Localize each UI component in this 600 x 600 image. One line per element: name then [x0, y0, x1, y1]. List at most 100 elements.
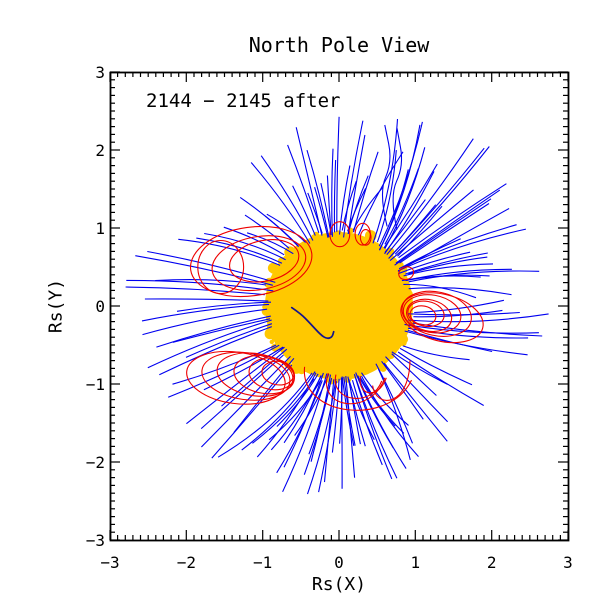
closed-loop-top-small: [329, 221, 351, 248]
open-field-line: [402, 345, 470, 361]
open-field-line: [376, 150, 397, 243]
open-field-line: [250, 162, 311, 244]
open-field-line: [408, 270, 540, 283]
closed-loop-right: [407, 300, 445, 328]
closed-loop-right: [401, 290, 472, 337]
open-field-line: [156, 315, 271, 348]
x-tick-label: 0: [334, 553, 344, 572]
tick-marks: [109, 71, 569, 541]
open-field-line: [395, 189, 501, 264]
open-field-line: [372, 118, 399, 244]
open-field-line: [399, 347, 473, 386]
closed-loop-arc-bottom: [372, 360, 411, 401]
open-field-line: [347, 134, 366, 235]
open-field-line: [375, 363, 414, 444]
open-field-line: [246, 232, 294, 255]
open-field-line: [256, 372, 317, 458]
open-field-line: [340, 377, 343, 489]
sun-disk-core: [265, 232, 413, 380]
open-field-line: [345, 376, 356, 478]
open-field-line: [399, 203, 490, 264]
x-tick-label: 1: [410, 553, 421, 572]
open-field-line: [412, 322, 543, 337]
open-field-line: [176, 301, 272, 312]
closed-loop-right: [402, 294, 462, 334]
y-tick-label: −3: [85, 531, 105, 550]
open-field-line: [383, 362, 448, 442]
open-field-line: [178, 238, 281, 266]
open-field-line: [292, 185, 316, 236]
open-field-line: [306, 149, 330, 238]
open-field-line: [142, 308, 268, 336]
open-field-line: [408, 256, 488, 275]
open-field-line: [144, 298, 269, 302]
open-field-line-cluster-southeast: [375, 345, 484, 461]
open-field-line: [196, 237, 283, 264]
open-field-line: [391, 351, 448, 385]
closed-loop-upper-left: [189, 225, 313, 298]
y-tick-label: 3: [95, 63, 105, 82]
open-field-line: [357, 375, 407, 469]
open-field-line: [403, 263, 494, 277]
open-field-line: [287, 144, 320, 233]
open-field-line: [141, 303, 270, 322]
open-field-line: [200, 354, 284, 430]
open-field-line-cluster-northwest: [178, 155, 314, 266]
open-field-line: [276, 373, 319, 427]
open-field-line: [404, 330, 528, 356]
open-field-line: [397, 205, 443, 257]
open-field-line: [359, 378, 396, 427]
closed-loop-arc-bottom: [304, 366, 412, 411]
open-field-line: [404, 323, 539, 334]
closed-loop-arc-bottom: [359, 376, 387, 394]
open-field-line: [408, 311, 520, 316]
open-field-line: [307, 192, 323, 234]
open-field-line: [159, 326, 272, 376]
y-tick-label: −1: [85, 375, 105, 394]
open-field-line: [125, 286, 265, 296]
open-field-line: [186, 346, 285, 425]
open-field-line: [336, 116, 340, 232]
open-field-line: [389, 189, 474, 262]
closed-loop-right-small: [398, 266, 415, 281]
chart-title: North Pole View: [248, 33, 430, 57]
x-tick-label: 3: [563, 553, 573, 572]
open-field-line: [397, 228, 527, 272]
x-axis-label: Rs(X): [311, 574, 367, 595]
closed-loop-top-small: [359, 229, 372, 246]
closed-loop-lower-left: [261, 360, 295, 386]
sun-disk: [261, 227, 415, 385]
open-field-line: [268, 380, 321, 441]
closed-loop-right: [406, 298, 453, 333]
open-field-line: [244, 214, 290, 249]
closed-loop-right: [400, 292, 484, 344]
open-field-line: [239, 196, 299, 248]
open-field-line: [408, 287, 512, 296]
open-field-line: [260, 155, 314, 241]
open-field-line: [331, 378, 340, 453]
open-field-line: [282, 373, 328, 493]
closed-loop-arc-bottom: [334, 374, 383, 399]
closed-loop-lower-left: [248, 357, 296, 391]
open-field-line: [394, 198, 492, 266]
closed-loop-upper-left: [197, 239, 245, 295]
open-field-line: [403, 283, 477, 299]
open-field-line: [413, 309, 503, 318]
open-field-line: [204, 232, 286, 261]
open-field-line: [318, 381, 337, 493]
open-field-line: [276, 380, 323, 474]
open-field-line-wavy: [392, 128, 403, 230]
open-field-line: [378, 121, 423, 247]
open-field-line: [343, 376, 356, 446]
open-field-line: [333, 159, 337, 233]
open-field-line: [377, 368, 411, 461]
open-field-line-cluster-north: [287, 116, 404, 238]
closed-loop-lower-left: [216, 352, 294, 397]
open-field-line: [391, 353, 437, 396]
open-field-line: [359, 376, 405, 434]
open-field-line: [172, 344, 277, 385]
open-field-lines: [125, 116, 549, 495]
open-field-line: [384, 147, 426, 249]
open-field-line: [314, 187, 329, 238]
open-field-line: [223, 226, 285, 256]
